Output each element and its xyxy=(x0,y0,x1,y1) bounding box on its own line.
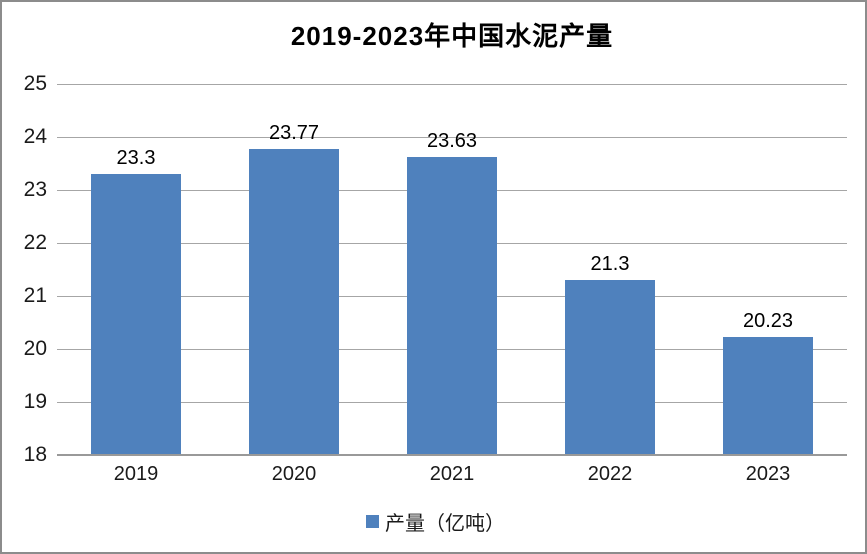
x-tick-label: 2021 xyxy=(429,463,475,485)
y-tick-label: 22 xyxy=(23,231,47,254)
bar-value-label: 23.63 xyxy=(426,129,478,152)
plot-area: 18 19 20 21 22 23 24 25 23.3 23.77 23.63 21.3 20.23… xyxy=(24,73,847,485)
x-tick-label: 2020 xyxy=(271,463,317,485)
bar-value-label: 21.3 xyxy=(590,253,630,276)
y-tick-label: 19 xyxy=(23,390,47,413)
y-tick-label: 25 xyxy=(23,72,47,95)
y-tick-label: 20 xyxy=(23,337,47,360)
legend-marker-icon xyxy=(366,515,379,528)
bar-2021 xyxy=(407,156,497,455)
bar-value-label: 20.23 xyxy=(742,309,794,332)
chart-title: 2019-2023年中国水泥产量 xyxy=(290,21,614,51)
bar-2020 xyxy=(249,149,339,455)
x-tick-label: 2023 xyxy=(745,463,791,485)
gridline xyxy=(57,84,847,85)
gridline xyxy=(57,137,847,138)
legend: 产量（亿吨） xyxy=(2,507,865,536)
bar-2022 xyxy=(565,280,655,455)
bar-value-label: 23.77 xyxy=(268,122,320,145)
x-tick-label: 2022 xyxy=(587,463,633,485)
y-tick-label: 21 xyxy=(23,284,47,307)
y-tick-label: 23 xyxy=(23,178,47,201)
bar-value-label: 23.3 xyxy=(116,147,156,170)
bar-2019 xyxy=(91,174,181,455)
x-axis-line xyxy=(57,454,847,456)
y-tick-label: 24 xyxy=(23,125,47,148)
y-tick-label: 18 xyxy=(23,443,47,466)
x-tick-label: 2019 xyxy=(113,463,159,485)
bar-2023 xyxy=(723,336,813,455)
legend-label: 产量（亿吨） xyxy=(385,513,505,535)
